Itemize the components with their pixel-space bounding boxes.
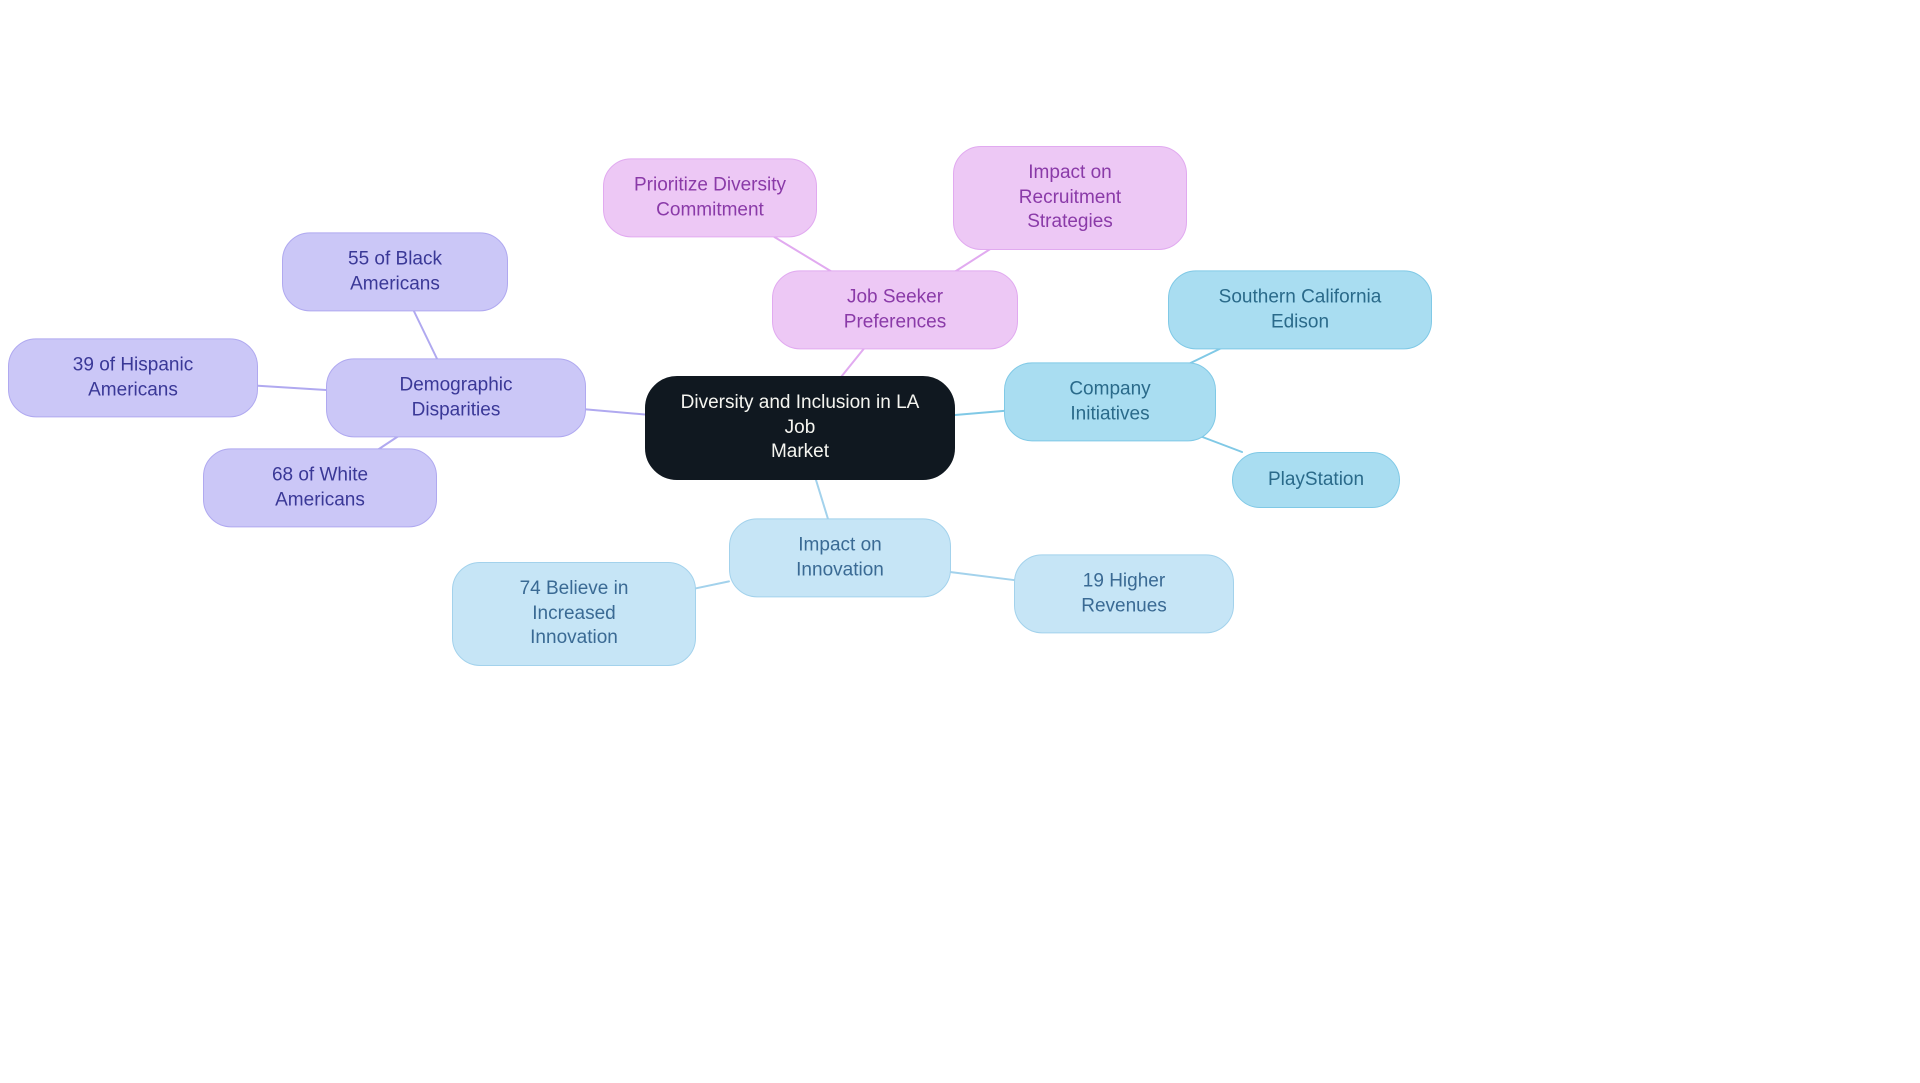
node-impact_r: Impact on Recruitment Strategies — [953, 146, 1187, 250]
edge-demo-hisp — [258, 386, 326, 390]
edge-innov-believe — [696, 581, 729, 588]
node-jobpref: Job Seeker Preferences — [772, 270, 1018, 349]
node-higher: 19 Higher Revenues — [1014, 554, 1234, 633]
node-root: Diversity and Inclusion in LA Job Market — [645, 376, 955, 480]
node-sce: Southern California Edison — [1168, 270, 1432, 349]
node-ps: PlayStation — [1232, 452, 1400, 508]
node-believe: 74 Believe in Increased Innovation — [452, 562, 696, 666]
edge-innov-higher — [951, 572, 1014, 580]
node-demo: Demographic Disparities — [326, 358, 586, 437]
node-innov: Impact on Innovation — [729, 518, 951, 597]
node-priori: Prioritize Diversity Commitment — [603, 158, 817, 237]
edge-root-demo — [586, 409, 645, 414]
node-black: 55 of Black Americans — [282, 232, 508, 311]
node-cominit: Company Initiatives — [1004, 362, 1216, 441]
edge-root-cominit — [955, 411, 1004, 415]
mindmap-canvas: Diversity and Inclusion in LA Job Market… — [0, 0, 1920, 1083]
node-hisp: 39 of Hispanic Americans — [8, 338, 258, 417]
node-white: 68 of White Americans — [203, 448, 437, 527]
